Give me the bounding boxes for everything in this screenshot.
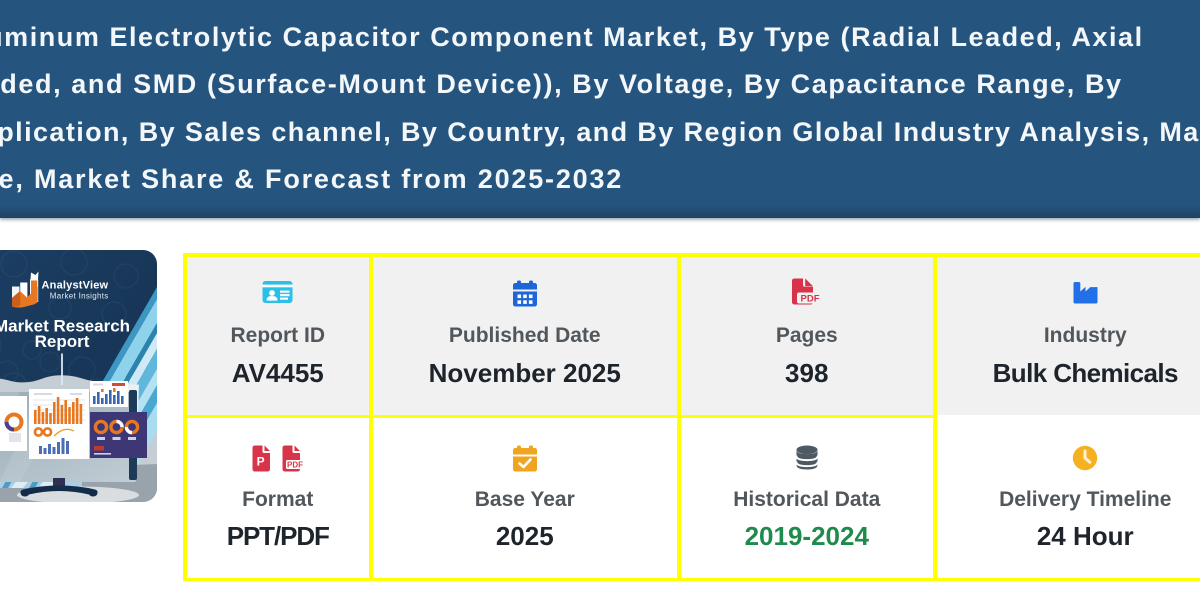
svg-text:Report: Report	[35, 332, 90, 351]
svg-text:PDF: PDF	[287, 460, 303, 469]
svg-text:Market Research: Market Research	[0, 317, 130, 336]
svg-text:PDF: PDF	[800, 293, 819, 304]
svg-text:AnalystView: AnalystView	[42, 280, 109, 292]
svg-text:P: P	[256, 454, 264, 468]
svg-text:Market Insights: Market Insights	[50, 291, 109, 300]
